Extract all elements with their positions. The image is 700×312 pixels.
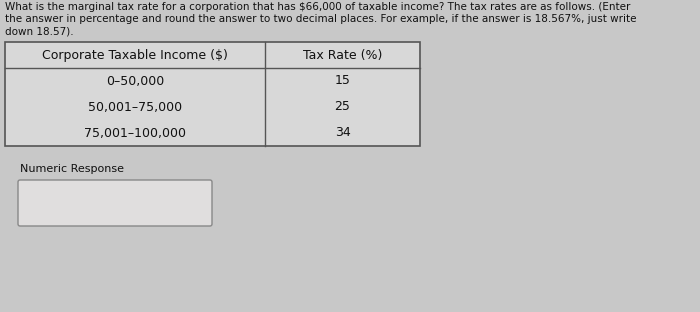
FancyBboxPatch shape xyxy=(18,180,212,226)
Text: Corporate Taxable Income ($): Corporate Taxable Income ($) xyxy=(42,48,228,61)
FancyBboxPatch shape xyxy=(5,42,420,146)
Text: 34: 34 xyxy=(335,126,351,139)
Text: the answer in percentage and round the answer to two decimal places. For example: the answer in percentage and round the a… xyxy=(5,14,636,24)
Text: Tax Rate (%): Tax Rate (%) xyxy=(303,48,382,61)
Text: What is the marginal tax rate for a corporation that has $66,000 of taxable inco: What is the marginal tax rate for a corp… xyxy=(5,2,631,12)
Text: 15: 15 xyxy=(335,75,351,87)
Text: 50,001–75,000: 50,001–75,000 xyxy=(88,100,182,114)
Text: 25: 25 xyxy=(335,100,351,114)
Text: Numeric Response: Numeric Response xyxy=(20,164,124,174)
Text: 0–50,000: 0–50,000 xyxy=(106,75,164,87)
Text: down 18.57).: down 18.57). xyxy=(5,26,74,36)
Text: 75,001–100,000: 75,001–100,000 xyxy=(84,126,186,139)
